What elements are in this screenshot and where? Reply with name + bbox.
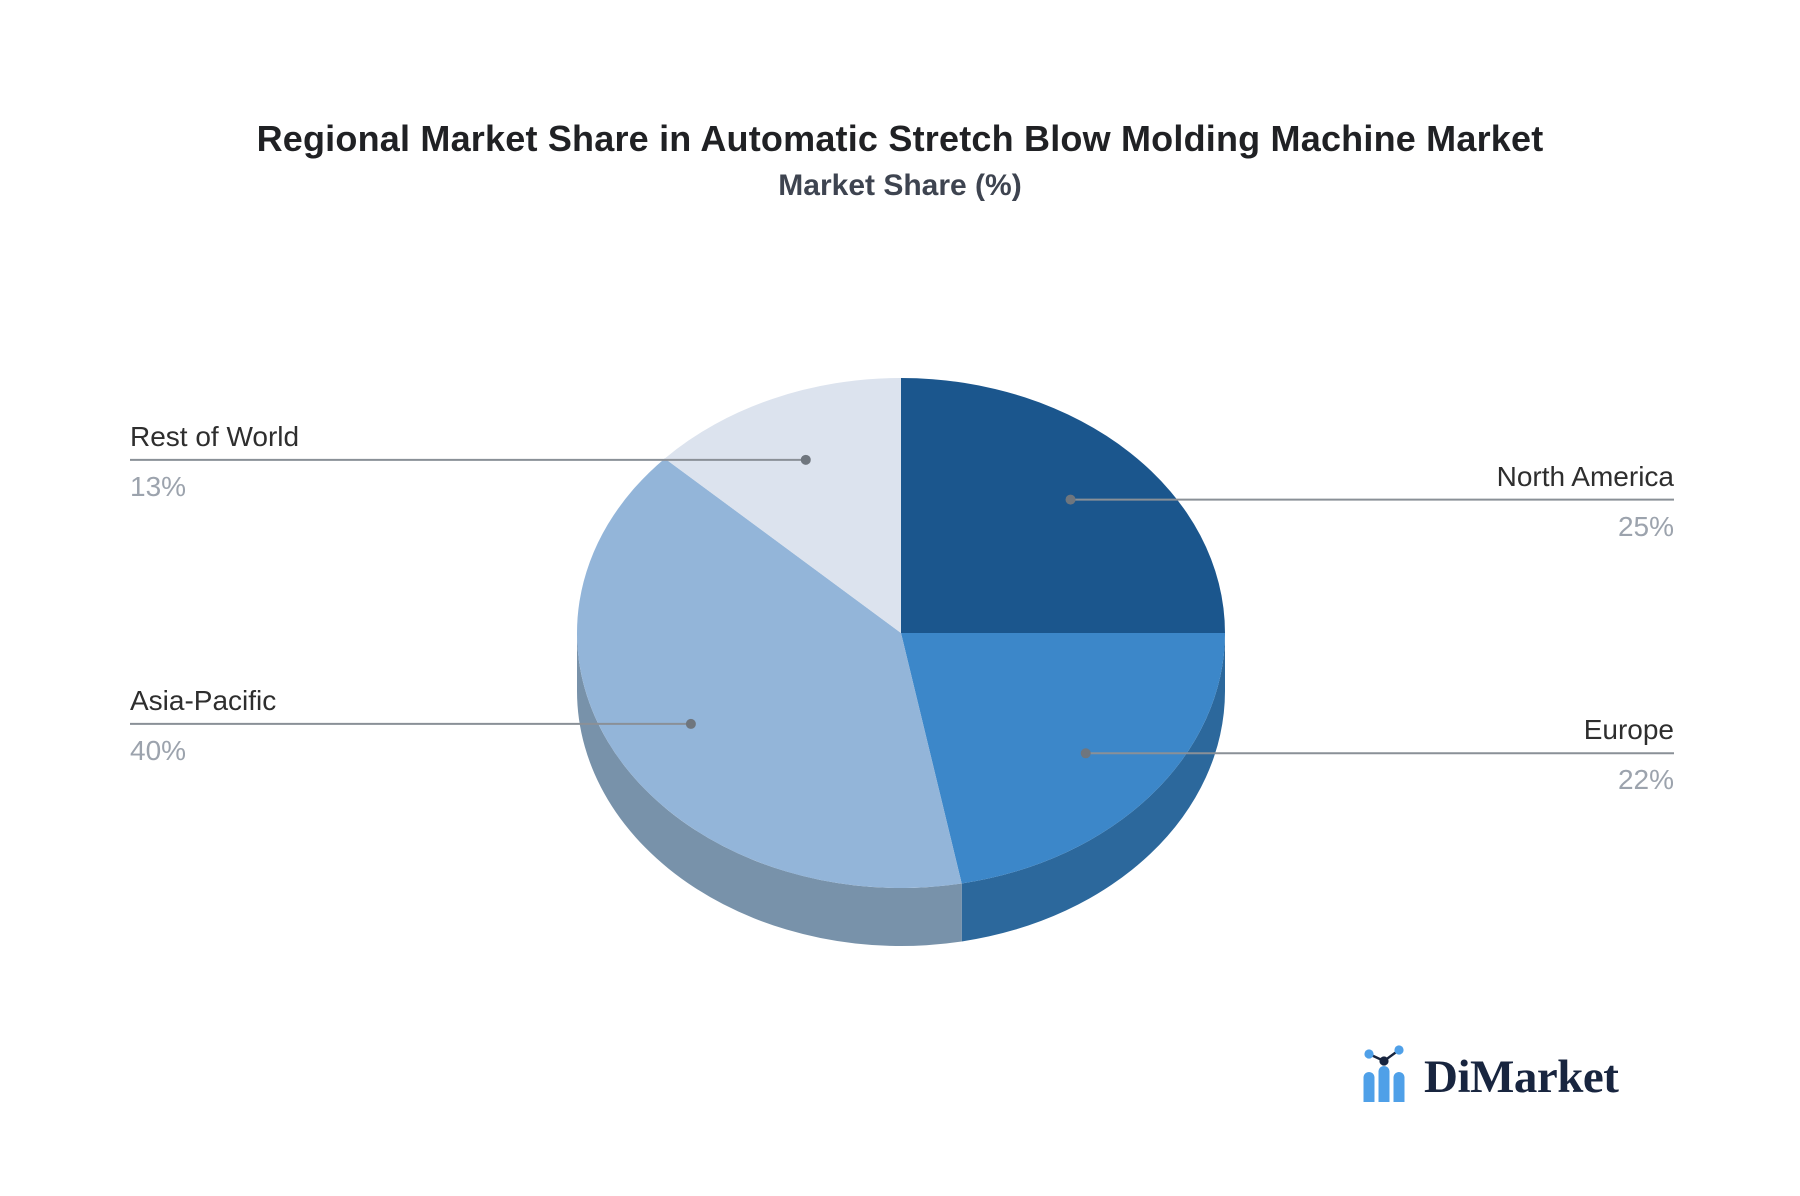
pie-slice-depth-asia-pacific — [577, 633, 962, 946]
slice-label-europe: Europe — [1583, 714, 1674, 746]
slice-percent-asia-pacific: 40% — [130, 734, 187, 766]
leader-dot-rest-of-world — [800, 454, 811, 465]
chart-title: Regional Market Share in Automatic Stret… — [256, 118, 1544, 159]
pie-slice-asia-pacific[interactable] — [576, 458, 962, 889]
pie-slice-rest-of-world[interactable] — [664, 378, 901, 633]
bar-chart-logo-icon — [1363, 1045, 1405, 1102]
leader-dot-asia-pacific — [685, 718, 696, 729]
pie-slice-europe[interactable] — [901, 633, 1225, 884]
slice-label-rest-of-world: Rest of World — [130, 420, 300, 452]
dimarket-logo: DiMarket — [1363, 1042, 1619, 1103]
leader-dot-europe — [1080, 748, 1091, 759]
slice-percent-north-america: 25% — [1617, 510, 1674, 542]
logo-text: DiMarket — [1424, 1051, 1619, 1103]
slice-label-asia-pacific: Asia-Pacific — [130, 684, 277, 716]
slice-label-north-america: North America — [1496, 460, 1674, 492]
pie-slice-north-america[interactable] — [901, 378, 1225, 633]
slice-percent-europe: 22% — [1617, 764, 1674, 796]
chart-subtitle: Market Share (%) — [778, 169, 1022, 202]
leader-dot-north-america — [1065, 494, 1076, 505]
slice-percent-rest-of-world: 13% — [130, 470, 187, 502]
pie-slice-depth-europe — [961, 633, 1225, 942]
